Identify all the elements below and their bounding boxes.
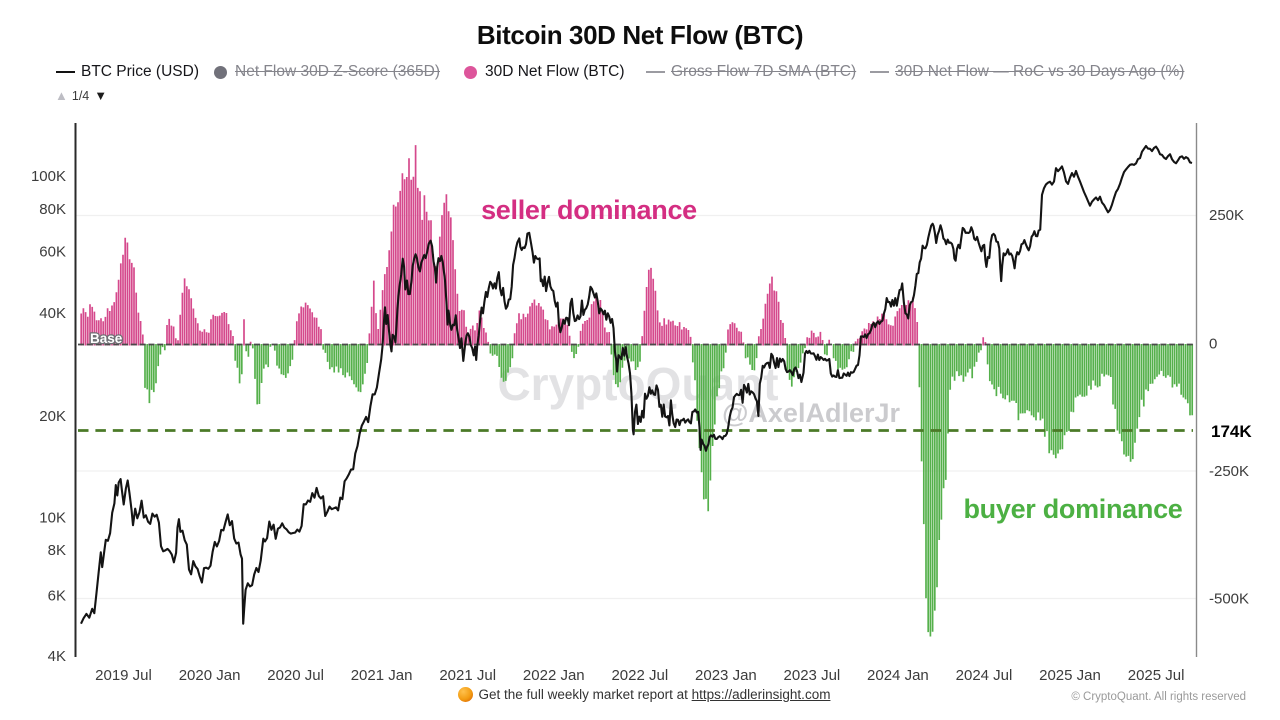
svg-text:20K: 20K xyxy=(39,408,66,425)
svg-text:60K: 60K xyxy=(39,244,66,261)
svg-text:8K: 8K xyxy=(48,542,66,559)
svg-text:-250K: -250K xyxy=(1209,463,1249,480)
svg-text:2023 Jul: 2023 Jul xyxy=(784,667,841,684)
svg-text:2021 Jan: 2021 Jan xyxy=(351,667,413,684)
svg-text:80K: 80K xyxy=(39,201,66,218)
svg-text:buyer dominance: buyer dominance xyxy=(963,494,1182,524)
svg-text:-500K: -500K xyxy=(1209,591,1249,608)
svg-text:2024 Jan: 2024 Jan xyxy=(867,667,929,684)
svg-text:100K: 100K xyxy=(31,168,66,185)
svg-text:0: 0 xyxy=(1209,336,1217,353)
svg-text:2019 Jul: 2019 Jul xyxy=(95,667,152,684)
svg-text:2022 Jul: 2022 Jul xyxy=(611,667,668,684)
svg-text:174K: 174K xyxy=(1211,422,1252,441)
svg-text:seller dominance: seller dominance xyxy=(481,195,697,225)
svg-text:2025 Jul: 2025 Jul xyxy=(1128,667,1185,684)
svg-text:2022 Jan: 2022 Jan xyxy=(523,667,585,684)
svg-text:2020 Jul: 2020 Jul xyxy=(267,667,324,684)
svg-text:@AxelAdlerJr: @AxelAdlerJr xyxy=(722,398,900,428)
svg-text:10K: 10K xyxy=(39,510,66,527)
svg-text:2023 Jan: 2023 Jan xyxy=(695,667,757,684)
svg-text:Base: Base xyxy=(90,331,123,346)
svg-text:2024 Jul: 2024 Jul xyxy=(956,667,1013,684)
svg-text:6K: 6K xyxy=(48,588,66,605)
svg-text:250K: 250K xyxy=(1209,207,1244,224)
svg-text:2020 Jan: 2020 Jan xyxy=(179,667,241,684)
svg-text:4K: 4K xyxy=(48,648,66,665)
svg-text:40K: 40K xyxy=(39,305,66,322)
svg-text:2025 Jan: 2025 Jan xyxy=(1039,667,1101,684)
svg-text:2021 Jul: 2021 Jul xyxy=(439,667,496,684)
